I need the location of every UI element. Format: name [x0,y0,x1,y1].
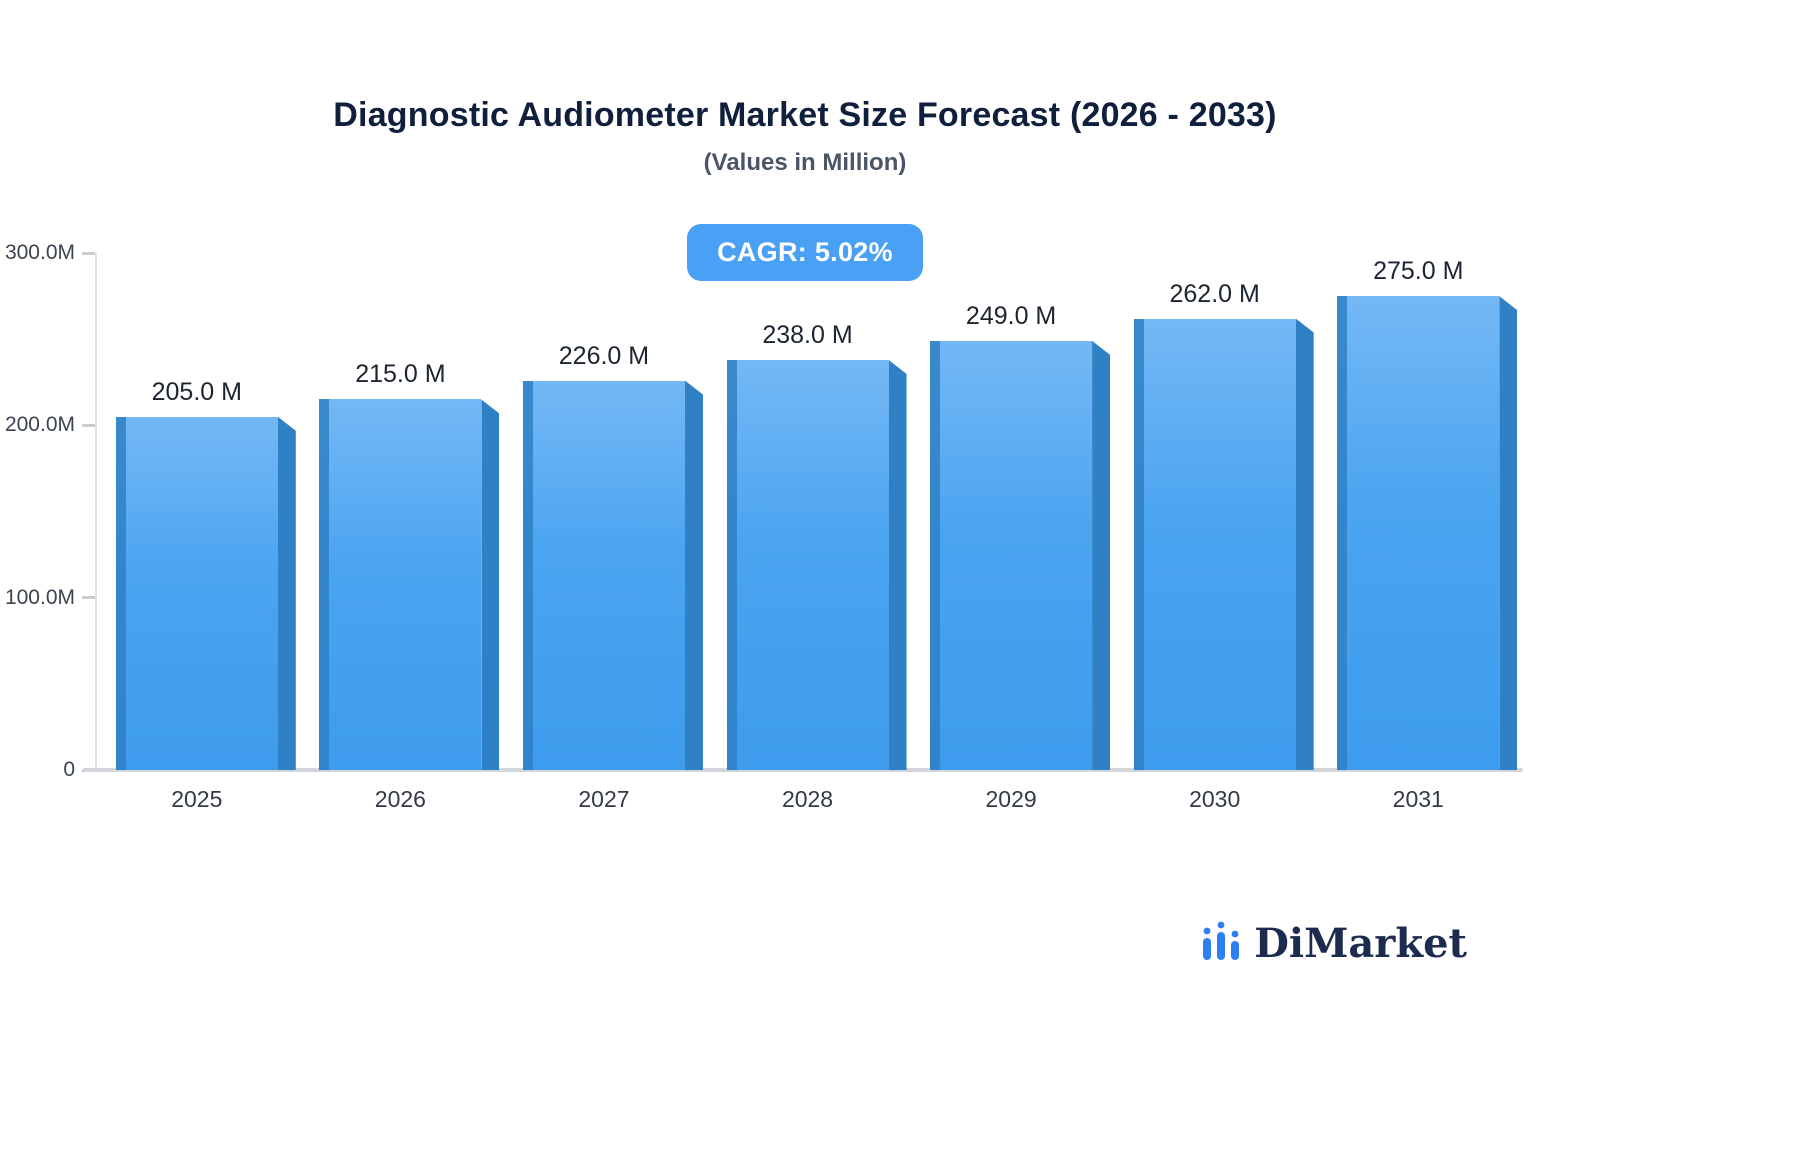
cagr-badge: CAGR: 5.02% [687,224,923,281]
bar-value-label: 238.0 M [762,320,853,349]
y-tick: 0 [0,758,95,782]
bar-column: 262.0 M 2030 [1113,253,1317,812]
bar-column: 238.0 M 2028 [706,253,910,812]
bar: 226.0 M [522,342,685,771]
x-axis-label: 2025 [171,786,223,812]
y-tick: 300.0M [0,241,95,265]
y-tick-label: 100.0M [4,585,75,609]
bar-value-label: 215.0 M [355,360,446,389]
bar-column: 249.0 M 2029 [909,253,1113,812]
bar: 249.0 M [930,302,1093,771]
chart-title: Diagnostic Audiometer Market Size Foreca… [333,96,1277,134]
logo-text: DiMarket [1254,920,1467,967]
y-tick: 200.0M [0,413,95,437]
y-tick-label: 0 [63,758,75,781]
x-axis-label: 2030 [1189,786,1241,812]
plot-area: 205.0 M 2025 215.0 M 2026 226.0 M 2027 238.0 M… [95,253,1520,812]
bar: 275.0 M [1337,257,1500,770]
y-axis-line [95,253,97,770]
chart-subtitle: (Values in Million) [703,149,907,176]
y-tick-label: 200.0M [4,413,75,437]
bar-column: 226.0 M 2027 [502,253,706,812]
logo-bars-icon [1203,921,1240,960]
brand-logo: DiMarket [1198,918,1467,964]
bar: 238.0 M [726,321,889,771]
bar-column: 275.0 M 2031 [1316,253,1520,812]
bar-value-label: 226.0 M [558,341,650,370]
x-axis-label: 2031 [1392,786,1444,812]
y-tick-mark [82,596,95,600]
x-axis-label: 2027 [578,786,630,812]
bar-value-label: 205.0 M [151,377,242,406]
y-tick-label: 300.0M [4,241,75,264]
y-axis: 300.0M 200.0M 100.0M 0 [0,241,95,781]
y-tick-mark [82,423,95,427]
x-axis-label: 2026 [374,786,426,812]
y-tick: 100.0M [0,586,95,610]
cagr-badge-wrap: CAGR: 5.02% [0,224,1610,281]
bar-value-label: 262.0 M [1169,279,1260,308]
bar: 215.0 M [319,360,482,770]
x-axis-label: 2028 [781,786,834,812]
bar-value-label: 249.0 M [965,301,1057,330]
bar: 205.0 M [115,378,278,771]
bar-value-label: 275.0 M [1373,257,1464,286]
bar: 262.0 M [1133,280,1296,770]
bar-column: 215.0 M 2026 [299,253,503,812]
chart-header: Diagnostic Audiometer Market Size Foreca… [0,96,1610,177]
bar-column: 205.0 M 2025 [95,253,299,812]
y-tick-mark [82,251,95,255]
x-axis-label: 2029 [985,786,1037,812]
x-axis-line [83,768,1523,772]
